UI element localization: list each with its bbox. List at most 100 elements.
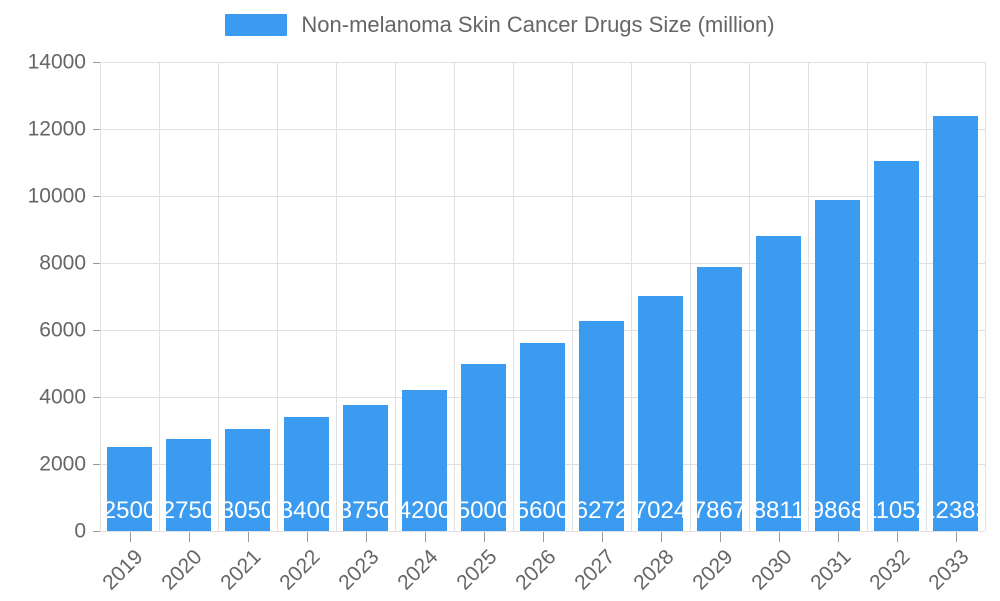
- y-tick-mark: [93, 531, 100, 532]
- x-tick-mark: [247, 532, 249, 542]
- x-gridline: [100, 62, 101, 531]
- y-gridline: [100, 62, 985, 63]
- x-gridline: [749, 62, 750, 531]
- x-gridline: [926, 62, 927, 531]
- x-tick-mark: [660, 532, 662, 542]
- y-gridline: [100, 330, 985, 331]
- x-tick-mark: [542, 532, 544, 542]
- x-tick-mark: [424, 532, 426, 542]
- x-gridline: [454, 62, 455, 531]
- bar-value-label: 11052: [874, 497, 919, 524]
- x-tick-label: 2032: [864, 545, 915, 595]
- bar-value-label: 2500: [107, 497, 152, 524]
- bar[interactable]: 5600: [520, 343, 565, 531]
- x-tick-label: 2031: [805, 545, 856, 595]
- x-tick-label: 2029: [687, 545, 738, 595]
- x-tick-label: 2027: [569, 545, 620, 595]
- bar[interactable]: 7024: [638, 295, 683, 531]
- bar-value-label: 3750: [343, 497, 388, 524]
- y-gridline: [100, 263, 985, 264]
- y-tick-label: 12000: [27, 117, 86, 141]
- x-tick-label: 2026: [510, 545, 561, 595]
- plot-area: 2500 2750 3050 3400 3750 4200 5000 5600 6272 7024…: [100, 62, 986, 532]
- x-gridline: [808, 62, 809, 531]
- x-gridline: [218, 62, 219, 531]
- x-gridline: [985, 62, 986, 531]
- y-tick-label: 8000: [39, 251, 86, 275]
- x-gridline: [690, 62, 691, 531]
- x-tick-label: 2023: [333, 545, 384, 595]
- y-tick-label: 2000: [39, 452, 86, 476]
- y-tick-label: 6000: [39, 318, 86, 342]
- x-tick-mark: [306, 532, 308, 542]
- bar-value-label: 2750: [166, 497, 211, 524]
- y-tick-mark: [93, 397, 100, 398]
- x-tick-mark: [896, 532, 898, 542]
- chart-legend: Non-melanoma Skin Cancer Drugs Size (mil…: [0, 14, 1000, 36]
- bar-value-label: 7867: [697, 497, 742, 524]
- bar[interactable]: 5000: [461, 363, 506, 531]
- bar[interactable]: 12383: [933, 116, 978, 531]
- bar[interactable]: 3400: [284, 417, 329, 531]
- bar[interactable]: 2750: [166, 438, 211, 531]
- y-tick-label: 0: [74, 519, 86, 543]
- y-tick-mark: [93, 129, 100, 130]
- x-tick-label: 2021: [215, 545, 266, 595]
- bar[interactable]: 6272: [579, 320, 624, 531]
- x-tick-label: 2019: [97, 545, 148, 595]
- bar[interactable]: 8811: [756, 235, 801, 531]
- bar-value-label: 8811: [756, 497, 801, 524]
- x-gridline: [395, 62, 396, 531]
- x-tick-label: 2028: [628, 545, 679, 595]
- x-tick-mark: [778, 532, 780, 542]
- x-tick-mark: [188, 532, 190, 542]
- x-tick-mark: [365, 532, 367, 542]
- x-tick-label: 2022: [274, 545, 325, 595]
- x-tick-label: 2024: [392, 545, 443, 595]
- bar[interactable]: 11052: [874, 160, 919, 531]
- bar-value-label: 5000: [461, 497, 506, 524]
- x-gridline: [513, 62, 514, 531]
- bar-value-label: 12383: [933, 497, 978, 524]
- legend-color-swatch: [225, 14, 288, 36]
- bar[interactable]: 9868: [815, 200, 860, 531]
- bar[interactable]: 3750: [343, 405, 388, 531]
- x-gridline: [631, 62, 632, 531]
- y-tick-label: 10000: [27, 184, 86, 208]
- bar-value-label: 7024: [638, 497, 683, 524]
- x-gridline: [336, 62, 337, 531]
- x-gridline: [159, 62, 160, 531]
- y-tick-mark: [93, 464, 100, 465]
- bar[interactable]: 4200: [402, 390, 447, 531]
- bar-value-label: 3050: [225, 497, 270, 524]
- x-tick-mark: [719, 532, 721, 542]
- y-tick-mark: [93, 62, 100, 63]
- x-tick-label: 2020: [156, 545, 207, 595]
- x-tick-mark: [955, 532, 957, 542]
- x-tick-mark: [483, 532, 485, 542]
- y-gridline: [100, 129, 985, 130]
- y-gridline: [100, 196, 985, 197]
- y-tick-label: 14000: [27, 50, 86, 74]
- bar[interactable]: 7867: [697, 267, 742, 531]
- x-tick-label: 2033: [923, 545, 974, 595]
- x-tick-mark: [601, 532, 603, 542]
- y-tick-mark: [93, 196, 100, 197]
- y-tick-label: 4000: [39, 385, 86, 409]
- x-gridline: [572, 62, 573, 531]
- x-gridline: [867, 62, 868, 531]
- bar-value-label: 3400: [284, 497, 329, 524]
- y-tick-mark: [93, 330, 100, 331]
- bar[interactable]: 3050: [225, 428, 270, 531]
- x-tick-label: 2030: [746, 545, 797, 595]
- bar[interactable]: 2500: [107, 447, 152, 531]
- bar-value-label: 4200: [402, 497, 447, 524]
- x-tick-mark: [837, 532, 839, 542]
- x-tick-label: 2025: [451, 545, 502, 595]
- bar-value-label: 6272: [579, 497, 624, 524]
- bar-value-label: 9868: [815, 497, 860, 524]
- legend-label: Non-melanoma Skin Cancer Drugs Size (mil…: [301, 12, 775, 37]
- y-gridline: [100, 531, 985, 532]
- x-tick-mark: [129, 532, 131, 542]
